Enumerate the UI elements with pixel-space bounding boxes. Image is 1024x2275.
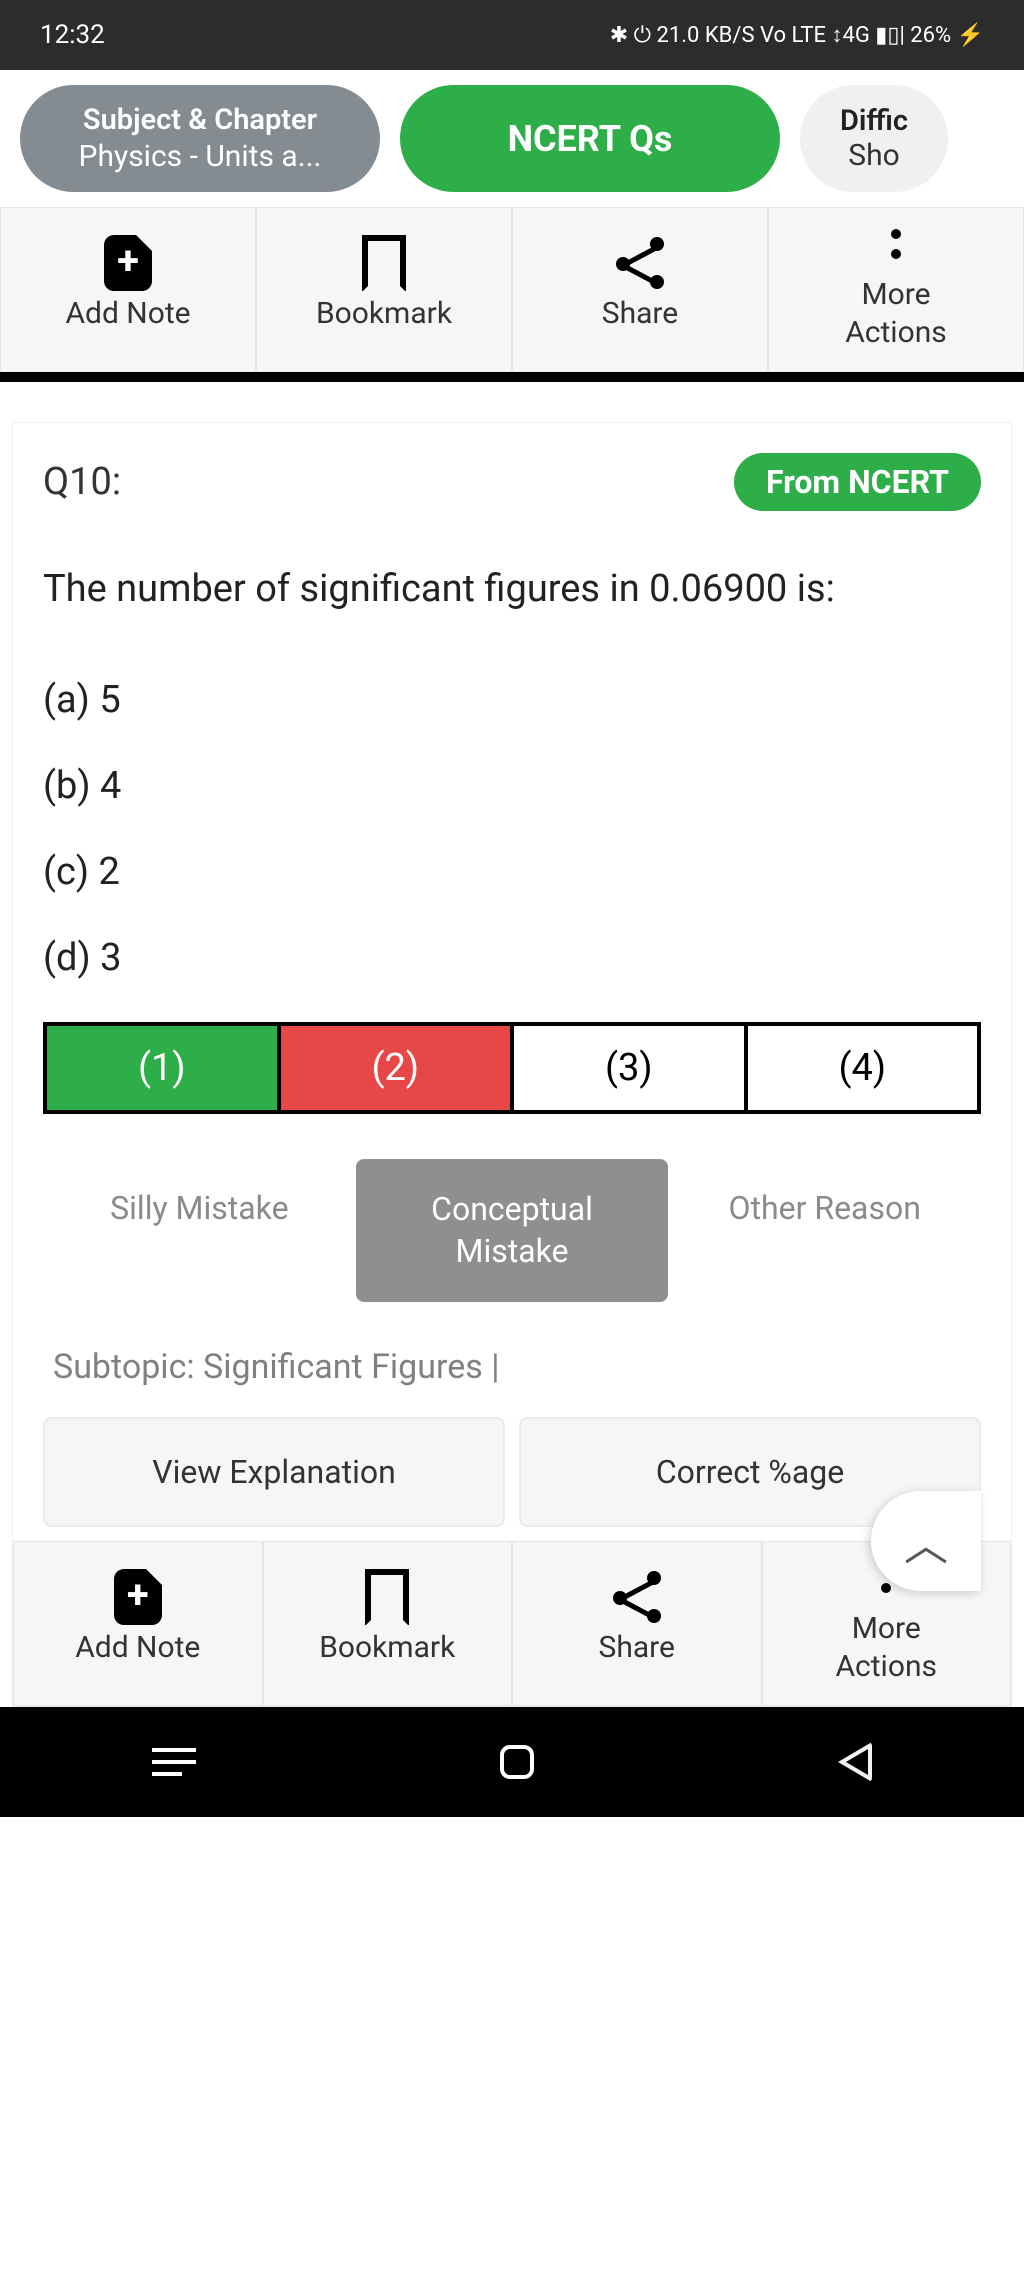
chip-subject-line1: Subject & Chapter [83, 103, 317, 137]
option-a: (a) 5 [43, 678, 981, 722]
reason-row: Silly Mistake Conceptual Mistake Other R… [43, 1159, 981, 1302]
bookmark-icon [360, 239, 408, 287]
filter-chips-row: Subject & Chapter Physics - Units a... N… [0, 70, 1024, 207]
square-icon [500, 1745, 534, 1779]
chip-diff-line1: Diffic [840, 104, 908, 138]
chip-subject-line2: Physics - Units a... [79, 139, 322, 174]
chip-ncert-qs[interactable]: NCERT Qs [400, 85, 780, 192]
view-explanation-button[interactable]: View Explanation [43, 1417, 505, 1527]
more-actions-button[interactable]: More Actions [768, 207, 1024, 372]
subtopic-label: Subtopic: Significant Figures | [53, 1347, 981, 1387]
add-note-label: Add Note [65, 295, 190, 333]
option-c: (c) 2 [43, 850, 981, 894]
nav-home-button[interactable] [500, 1745, 534, 1779]
answer-1[interactable]: (1) [47, 1026, 281, 1110]
system-nav-bar [0, 1707, 1024, 1817]
bookmark-label: Bookmark [319, 1629, 455, 1667]
nav-back-button[interactable] [838, 1742, 872, 1782]
reason-other[interactable]: Other Reason [668, 1159, 981, 1302]
reason-silly[interactable]: Silly Mistake [43, 1159, 356, 1302]
share-label: Share [602, 295, 678, 333]
add-note-button-2[interactable]: Add Note [13, 1541, 263, 1706]
chevron-up-icon: ︿ [904, 1509, 948, 1573]
reason-conceptual[interactable]: Conceptual Mistake [356, 1159, 669, 1302]
question-number: Q10: [43, 460, 121, 504]
question-card: Q10: From NCERT The number of significan… [12, 422, 1012, 1707]
answer-4[interactable]: (4) [748, 1026, 978, 1110]
add-note-icon [114, 1573, 162, 1621]
option-d: (d) 3 [43, 936, 981, 980]
status-bar: 12:32 ✱ ⏻ 21.0 KB/S Vo LTE ↕4G ▮▯| 26% ⚡ [0, 0, 1024, 70]
answer-3[interactable]: (3) [514, 1026, 748, 1110]
more-label: More Actions [845, 276, 947, 351]
action-row-top: Add Note Bookmark Share More Actions [0, 207, 1024, 372]
answer-2[interactable]: (2) [281, 1026, 515, 1110]
nav-recents-button[interactable] [152, 1748, 196, 1776]
chip-subject-chapter[interactable]: Subject & Chapter Physics - Units a... [20, 85, 380, 192]
hamburger-icon [152, 1748, 196, 1776]
bookmark-label: Bookmark [316, 295, 452, 333]
option-b: (b) 4 [43, 764, 981, 808]
chip-diff-line2: Sho [848, 138, 899, 173]
share-label: Share [599, 1629, 675, 1667]
separator [0, 372, 1024, 382]
bookmark-button[interactable]: Bookmark [256, 207, 512, 372]
bookmark-button-2[interactable]: Bookmark [263, 1541, 513, 1706]
add-note-icon [104, 239, 152, 287]
chip-difficulty[interactable]: Diffic Sho [800, 85, 948, 192]
add-note-button[interactable]: Add Note [0, 207, 256, 372]
question-text: The number of significant figures in 0.0… [43, 561, 981, 618]
share-icon [613, 1573, 661, 1621]
share-button[interactable]: Share [512, 207, 768, 372]
bookmark-icon [363, 1573, 411, 1621]
status-time: 12:32 [40, 20, 105, 50]
status-indicators: ✱ ⏻ 21.0 KB/S Vo LTE ↕4G ▮▯| 26% ⚡ [610, 22, 984, 48]
share-button-2[interactable]: Share [512, 1541, 762, 1706]
explanation-row: View Explanation Correct %age [43, 1417, 981, 1527]
from-ncert-badge: From NCERT [734, 453, 981, 511]
question-header: Q10: From NCERT [43, 453, 981, 511]
scroll-up-fab[interactable]: ︿ [871, 1491, 981, 1591]
more-icon [872, 220, 920, 268]
more-label: More Actions [835, 1610, 937, 1685]
share-icon [616, 239, 664, 287]
back-triangle-icon [838, 1742, 872, 1782]
answer-row: (1) (2) (3) (4) [43, 1022, 981, 1114]
add-note-label: Add Note [75, 1629, 200, 1667]
action-row-bottom: Add Note Bookmark Share More Actions [13, 1541, 1011, 1706]
